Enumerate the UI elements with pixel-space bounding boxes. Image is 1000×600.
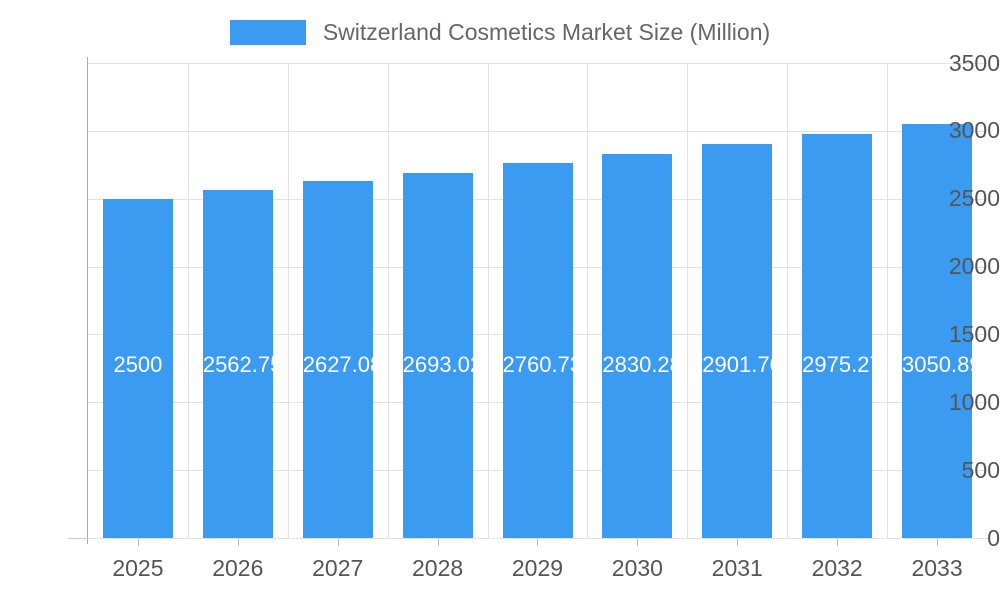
x-axis-tick-label: 2033 [911, 555, 963, 581]
x-axis-tick-mark [837, 539, 839, 546]
x-axis-tick-mark [637, 539, 639, 546]
y-axis-tick-label: 2000 [948, 253, 1000, 280]
y-axis-line [87, 57, 88, 544]
y-axis-tick-label: 1500 [948, 320, 1000, 347]
y-axis-tick: 3000 [921, 119, 1000, 143]
bar-column[interactable]: 2693.02 [402, 63, 473, 538]
x-axis-ticks: 2025 2026 2027 2028 2029 2030 2031 2032 2033 [88, 539, 987, 599]
y-axis-tick: 1500 [921, 322, 1000, 346]
bar[interactable] [602, 153, 673, 538]
bar[interactable] [202, 190, 273, 538]
bar[interactable] [402, 172, 473, 538]
gridline-vertical [488, 63, 489, 538]
x-axis-tick-label: 2030 [611, 555, 663, 581]
bar-column[interactable]: 2562.75 [202, 63, 273, 538]
y-axis-tick-label: 3000 [948, 117, 1000, 144]
bar-column[interactable]: 2830.28 [602, 63, 673, 538]
bar[interactable] [702, 144, 773, 538]
y-axis-tick-label: 2500 [948, 185, 1000, 212]
bar-value-label: 2830.28 [602, 354, 672, 376]
bar[interactable] [902, 123, 973, 538]
gridline-vertical [388, 63, 389, 538]
bar-value-label: 2760.73 [502, 354, 573, 376]
x-axis-tick-mark [937, 539, 939, 546]
x-axis-tick-mark [137, 539, 139, 546]
x-axis-tick-label: 2028 [412, 555, 464, 581]
gridline-vertical [188, 63, 189, 538]
y-axis-tick: 0 [921, 526, 1000, 550]
bar-column[interactable]: 2500 [102, 63, 173, 538]
gridline-vertical [787, 63, 788, 538]
gridline-horizontal [88, 130, 987, 132]
x-axis-tick-mark [337, 539, 339, 546]
bar-column[interactable]: 2627.08 [302, 63, 373, 538]
gridline-horizontal [88, 538, 987, 539]
y-axis-tick-label: 500 [961, 456, 1000, 483]
bar-value-label: 2627.08 [302, 354, 373, 376]
x-axis-tick-mark [437, 539, 439, 546]
legend-color-swatch-icon [229, 19, 306, 45]
gridline-horizontal [88, 63, 987, 64]
bar-value-label: 2693.02 [402, 354, 473, 376]
bar[interactable] [102, 198, 173, 538]
y-axis-tick: 500 [921, 458, 1000, 482]
x-axis-tick-label: 2029 [511, 555, 564, 581]
x-axis-tick-mark [537, 539, 539, 546]
x-axis-tick-mark [237, 539, 239, 546]
legend-item-switzerland-cosmetics-market-size[interactable]: Switzerland Cosmetics Market Size (Milli… [229, 18, 771, 45]
bar-value-label: 2562.75 [202, 354, 273, 376]
y-axis-tick-label: 0 [987, 524, 1000, 551]
bar-column[interactable]: 3050.89 [902, 63, 973, 538]
bar-value-label: 2500 [113, 354, 163, 376]
y-axis-tick: 1000 [921, 390, 1000, 414]
bar-column[interactable]: 2760.73 [502, 63, 573, 538]
plot-area: 2500 2562.75 2627.08 2693.02 2760.73 2830.28 2… [88, 63, 987, 539]
legend-item-label: Switzerland Cosmetics Market Size (Milli… [322, 18, 771, 45]
y-axis-tick: 3500 [921, 51, 1000, 75]
x-axis-tick-label: 2027 [312, 555, 364, 581]
x-axis-tick-label: 2032 [811, 555, 863, 581]
chart-legend: Switzerland Cosmetics Market Size (Milli… [0, 14, 1000, 50]
bar[interactable] [302, 181, 373, 538]
gridline-vertical [587, 63, 588, 538]
x-axis-tick-label: 2025 [112, 555, 164, 581]
y-axis-tick-label: 1000 [948, 388, 1000, 415]
bar-column[interactable]: 2975.27 [802, 63, 873, 538]
bar-series: 2500 2562.75 2627.08 2693.02 2760.73 2830.28 2… [88, 63, 987, 538]
bar-value-label: 3050.89 [902, 354, 972, 376]
gridline-vertical [887, 63, 888, 538]
y-axis-tick-label: 3500 [948, 49, 1000, 76]
gridline-vertical [288, 63, 289, 538]
x-axis-tick-mark [737, 539, 739, 546]
bar-value-label: 2901.76 [702, 354, 772, 376]
gridline-vertical [687, 63, 688, 538]
x-axis-tick-label: 2031 [711, 555, 763, 581]
bar[interactable] [502, 163, 573, 538]
bar[interactable] [802, 134, 873, 538]
bar-value-label: 2975.27 [802, 354, 872, 376]
y-axis-tick: 2000 [921, 255, 1000, 279]
x-axis-tick-label: 2026 [212, 555, 264, 581]
y-axis-tick: 2500 [921, 187, 1000, 211]
bar-column[interactable]: 2901.76 [702, 63, 773, 538]
